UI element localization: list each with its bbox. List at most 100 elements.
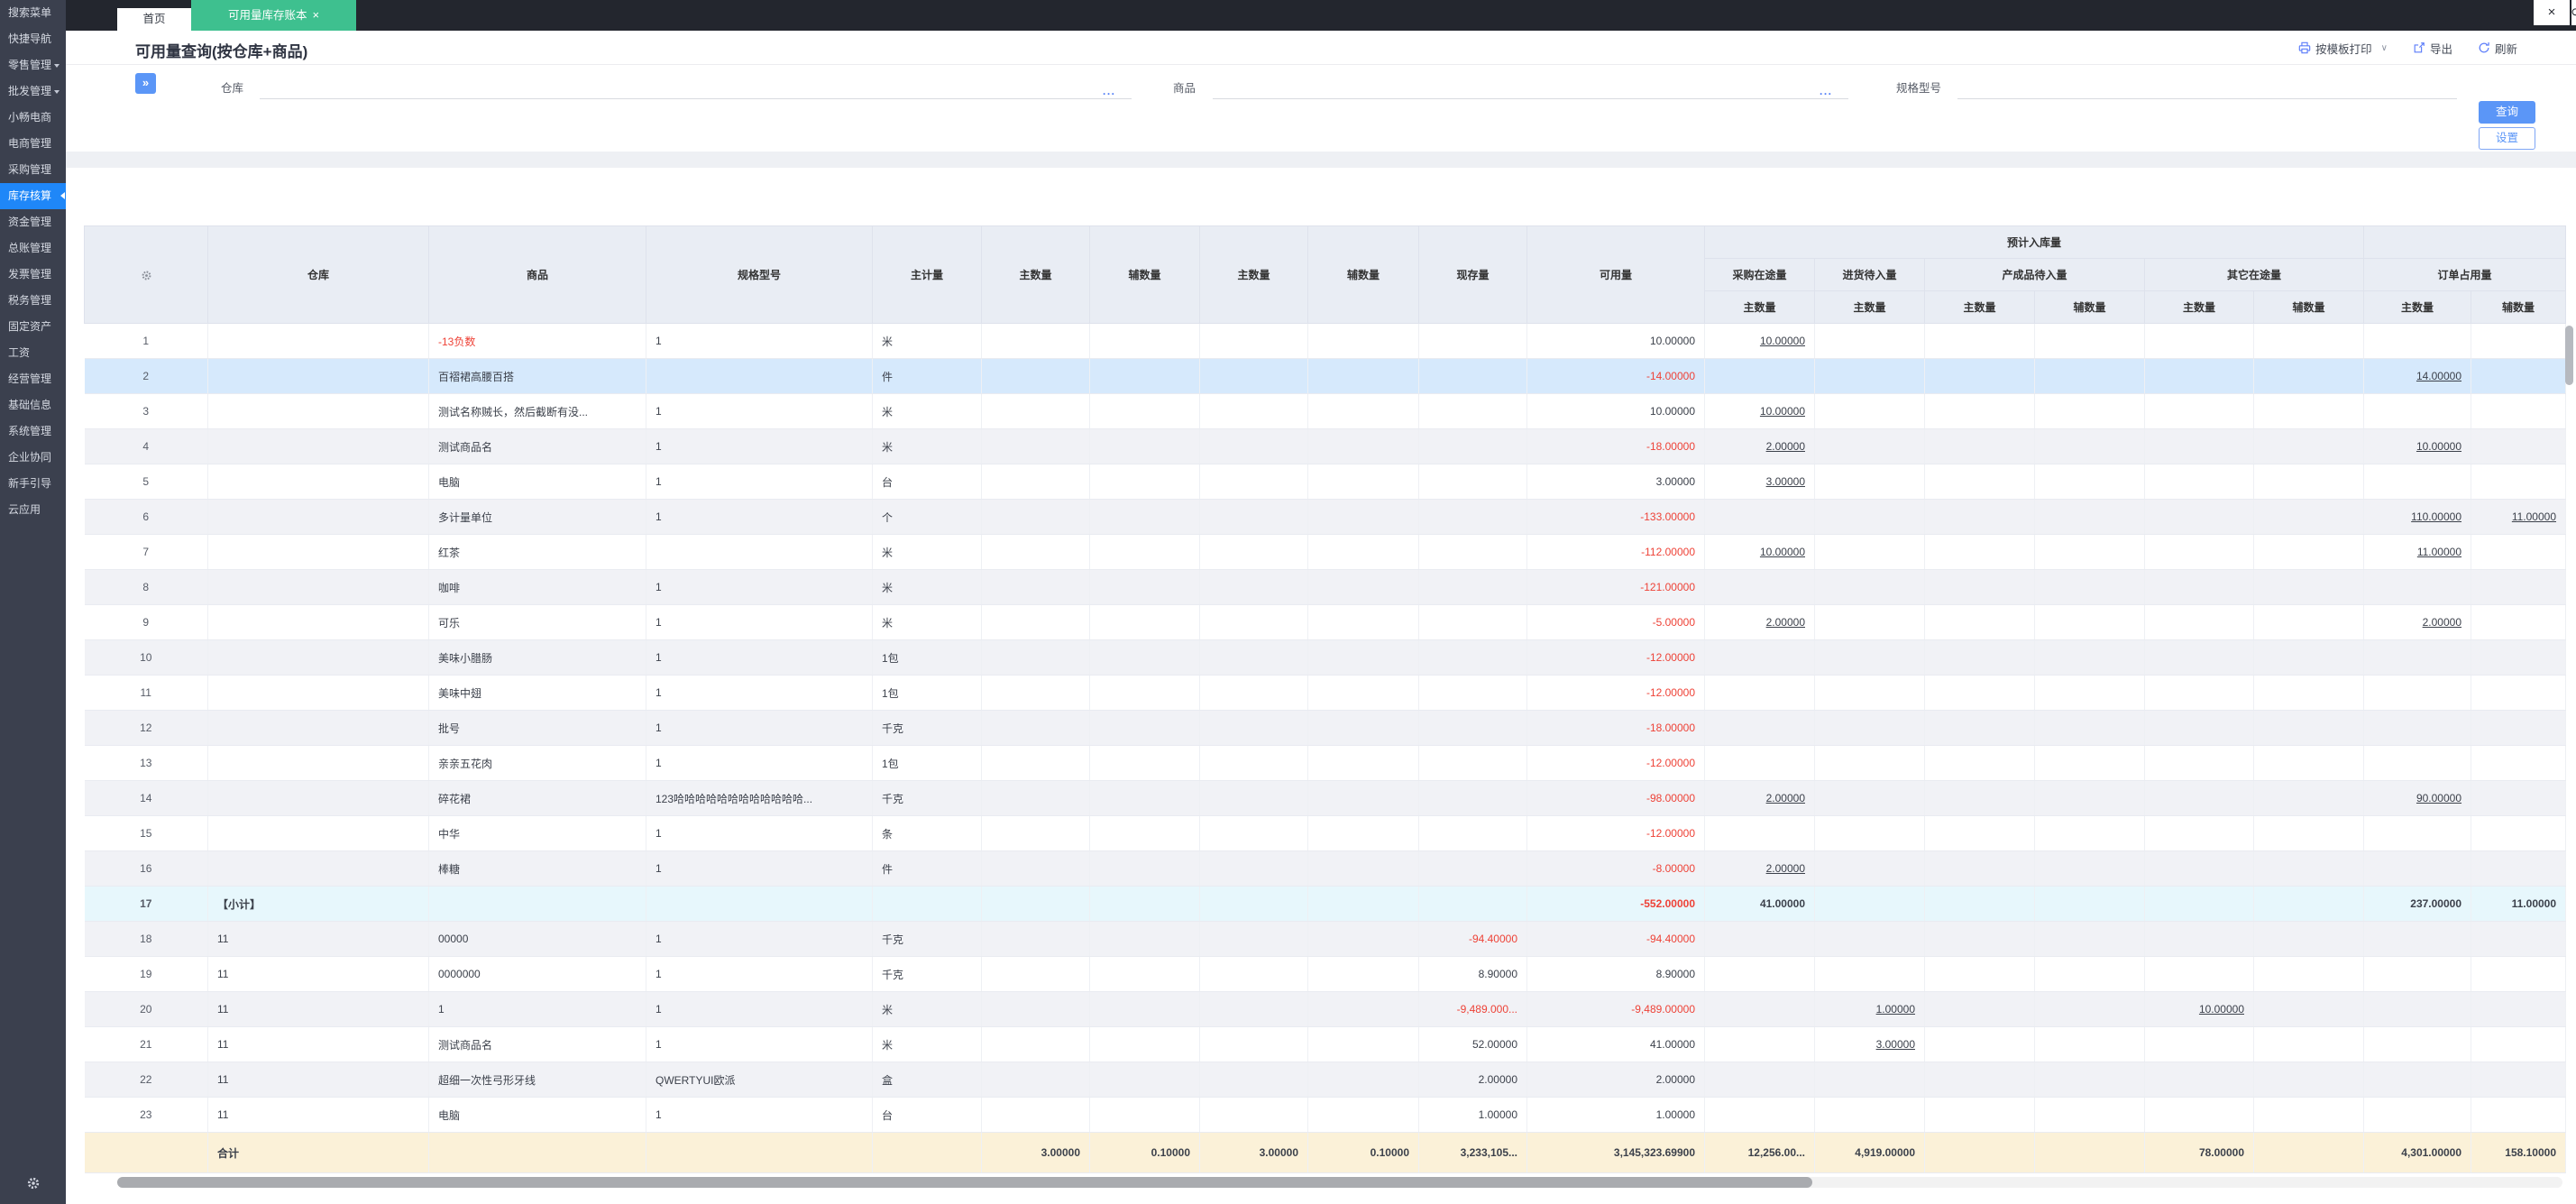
cell-purchase-transit[interactable]: 2.00000 <box>1704 604 1815 640</box>
sidebar-item-10[interactable]: 发票管理 <box>0 262 66 288</box>
cell-purchase-transit[interactable]: 10.00000 <box>1704 534 1815 570</box>
table-row[interactable]: 3 测试名称贼长，然后截断有没... 1 米 10.00000 10.00000 <box>84 393 2567 429</box>
cell-order-occupied-main[interactable]: 14.00000 <box>2363 358 2472 394</box>
sidebar-item-0[interactable]: 搜索菜单 <box>0 0 66 26</box>
sidebar-gear-button[interactable] <box>0 1176 66 1195</box>
table-row[interactable]: 10 美味小腊肠 1 1包 -12.00000 <box>84 639 2567 676</box>
cell-purchase-transit[interactable]: 10.00000 <box>1704 393 1815 429</box>
product-picker-ellipsis[interactable]: ... <box>1820 85 1833 97</box>
table-row[interactable]: 19 11 0000000 1 千克 8.90000 8.90000 <box>84 956 2567 992</box>
sidebar-item-8[interactable]: 资金管理 <box>0 209 66 235</box>
table-row[interactable]: 23 11 电脑 1 台 1.00000 1.00000 <box>84 1097 2567 1133</box>
cell-purchase-transit[interactable]: 2.00000 <box>1704 428 1815 464</box>
cell-order-occupied-main[interactable]: 11.00000 <box>2363 534 2472 570</box>
export-button[interactable]: 导出 <box>2413 40 2452 57</box>
sidebar-item-12[interactable]: 固定资产 <box>0 314 66 340</box>
table-row[interactable]: 20 11 1 1 米 -9,489.000... -9,489.00000 1.00000 1… <box>84 991 2567 1027</box>
column-settings-header[interactable] <box>84 225 208 324</box>
cell-other-transit-main[interactable]: 10.00000 <box>2144 991 2254 1027</box>
tab-close-icon[interactable]: × <box>312 8 320 22</box>
cell-purchase-transit[interactable]: 3.00000 <box>1704 464 1815 500</box>
cell-value[interactable]: 10.00000 <box>1759 546 1805 558</box>
sidebar-item-6[interactable]: 采购管理 <box>0 157 66 183</box>
table-row[interactable]: 22 11 超细一次性弓形牙线 QWERTYUI欧派 盒 2.00000 2.00000 <box>84 1062 2567 1098</box>
table-row[interactable]: 16 棒糖 1 件 -8.00000 2.00000 <box>84 850 2567 887</box>
cell-value[interactable]: 2.00000 <box>1765 862 1805 875</box>
horizontal-scrollbar[interactable] <box>117 1177 2562 1188</box>
table-row[interactable]: 14 碎花裙 123哈哈哈哈哈哈哈哈哈哈哈哈... 千克 -98.00000 2.0000… <box>84 780 2567 816</box>
print-dropdown-caret-icon[interactable]: ∨ <box>2380 42 2388 53</box>
table-row[interactable]: 15 中华 1 条 -12.00000 <box>84 815 2567 851</box>
sidebar-item-4[interactable]: 小畅电商 <box>0 105 66 131</box>
warehouse-filter-input[interactable] <box>260 98 1132 99</box>
vertical-scrollbar-thumb[interactable] <box>2565 326 2573 385</box>
table-row[interactable]: 4 测试商品名 1 米 -18.00000 2.00000 10.00000 <box>84 428 2567 464</box>
cell-value[interactable]: 10.00000 <box>2416 440 2462 453</box>
table-row[interactable]: 13 亲亲五花肉 1 1包 -12.00000 <box>84 745 2567 781</box>
table-row[interactable]: 2 百褶裙高腰百搭 件 -14.00000 14.00000 <box>84 358 2567 394</box>
cell-incoming-pending[interactable]: 1.00000 <box>1814 991 1925 1027</box>
query-button[interactable]: 查询 <box>2479 101 2535 124</box>
cell-value[interactable]: 11.00000 <box>2511 510 2557 523</box>
table-row[interactable]: 1 -13负数 1 米 10.00000 10.00000 <box>84 323 2567 359</box>
cell-purchase-transit[interactable]: 2.00000 <box>1704 780 1815 816</box>
cell-value[interactable]: 110.00000 <box>2411 510 2462 523</box>
refresh-button[interactable]: 刷新 <box>2478 40 2517 57</box>
sidebar-item-14[interactable]: 经营管理 <box>0 366 66 392</box>
table-row[interactable]: 9 可乐 1 米 -5.00000 2.00000 2.00000 <box>84 604 2567 640</box>
cell-order-occupied-aux[interactable]: 11.00000 <box>2471 499 2567 535</box>
sidebar-item-2[interactable]: 零售管理 <box>0 52 66 78</box>
cell-value[interactable]: 14.00000 <box>2416 370 2462 382</box>
spec-filter-input[interactable] <box>1957 98 2457 99</box>
cell-value[interactable]: 2.00000 <box>1765 792 1805 804</box>
table-row[interactable]: 5 电脑 1 台 3.00000 3.00000 <box>84 464 2567 500</box>
cell-value[interactable]: 2.00000 <box>1765 616 1805 629</box>
cell-value[interactable]: 3.00000 <box>1875 1038 1915 1051</box>
cell-value[interactable]: 3.00000 <box>1765 475 1805 488</box>
sidebar-item-13[interactable]: 工资 <box>0 340 66 366</box>
warehouse-picker-ellipsis[interactable]: ... <box>1103 85 1116 97</box>
cell-value[interactable]: 1.00000 <box>1875 1003 1915 1016</box>
cell-value[interactable]: 90.00000 <box>2416 792 2462 804</box>
collapse-filters-button[interactable]: » <box>135 73 156 94</box>
cell-value[interactable]: 2.00000 <box>1765 440 1805 453</box>
sidebar-item-9[interactable]: 总账管理 <box>0 235 66 262</box>
table-row[interactable]: 8 咖啡 1 米 -121.00000 <box>84 569 2567 605</box>
print-by-template-button[interactable]: 按模板打印 <box>2298 40 2372 57</box>
sidebar-item-5[interactable]: 电商管理 <box>0 131 66 157</box>
cell-purchase-transit[interactable]: 2.00000 <box>1704 850 1815 887</box>
table-row[interactable]: 7 红茶 米 -112.00000 10.00000 11.00000 <box>84 534 2567 570</box>
cell-value[interactable]: 10.00000 <box>2198 1003 2244 1016</box>
tab-home[interactable]: 首页 <box>117 8 191 31</box>
table-row[interactable]: 18 11 00000 1 千克 -94.40000 -94.40000 <box>84 921 2567 957</box>
table-row[interactable]: 11 美味中翅 1 1包 -12.00000 <box>84 675 2567 711</box>
sidebar-item-19[interactable]: 云应用 <box>0 497 66 523</box>
settings-button[interactable]: 设置 <box>2479 127 2535 150</box>
sidebar-item-11[interactable]: 税务管理 <box>0 288 66 314</box>
cell-value[interactable]: 10.00000 <box>1759 335 1805 347</box>
cell-value[interactable]: 11.00000 <box>2416 546 2462 558</box>
sidebar-item-15[interactable]: 基础信息 <box>0 392 66 418</box>
cell-order-occupied-main[interactable]: 90.00000 <box>2363 780 2472 816</box>
close-all-button[interactable]: × <box>2534 0 2570 25</box>
product-filter-input[interactable] <box>1213 98 1848 99</box>
sidebar-item-17[interactable]: 企业协同 <box>0 445 66 471</box>
table-row[interactable]: 17 【小计】 -552.00000 41.00000 237.00000 11.0000… <box>84 886 2567 922</box>
cell-value[interactable]: 10.00000 <box>1759 405 1805 418</box>
sidebar-item-16[interactable]: 系统管理 <box>0 418 66 445</box>
sidebar-item-7[interactable]: 库存核算 <box>0 183 66 209</box>
cell-order-occupied-main[interactable]: 10.00000 <box>2363 428 2472 464</box>
tab-available-qty-ledger[interactable]: 可用量库存账本 × <box>191 0 356 31</box>
sidebar-item-1[interactable]: 快捷导航 <box>0 26 66 52</box>
table-row[interactable]: 21 11 测试商品名 1 米 52.00000 41.00000 3.00000 <box>84 1026 2567 1062</box>
cell-incoming-pending[interactable]: 3.00000 <box>1814 1026 1925 1062</box>
sidebar-item-18[interactable]: 新手引导 <box>0 471 66 497</box>
table-row[interactable]: 6 多计量单位 1 个 -133.00000 110.00000 11.00000 <box>84 499 2567 535</box>
cell-order-occupied-main[interactable]: 110.00000 <box>2363 499 2472 535</box>
cell-value[interactable]: 2.00000 <box>2422 616 2462 629</box>
cell-order-occupied-main[interactable]: 2.00000 <box>2363 604 2472 640</box>
horizontal-scrollbar-thumb[interactable] <box>117 1177 1812 1188</box>
total-row[interactable]: 合计 3.00000 0.10000 3.00000 0.10000 3,233,105.… <box>84 1132 2567 1173</box>
sidebar-item-3[interactable]: 批发管理 <box>0 78 66 105</box>
cell-purchase-transit[interactable]: 10.00000 <box>1704 323 1815 359</box>
